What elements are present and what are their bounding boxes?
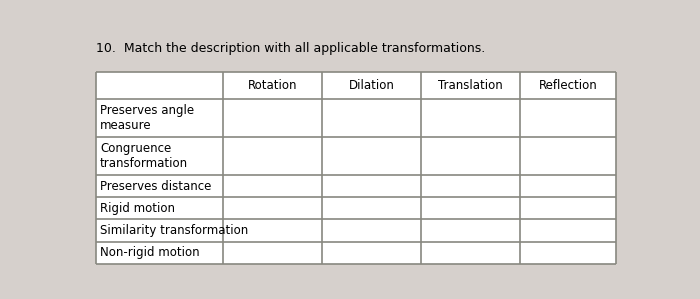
Text: Translation: Translation bbox=[438, 79, 503, 92]
Text: Congruence
transformation: Congruence transformation bbox=[100, 142, 188, 170]
Text: 10.  Match the description with all applicable transformations.: 10. Match the description with all appli… bbox=[96, 42, 485, 55]
Text: Dilation: Dilation bbox=[349, 79, 395, 92]
Text: Preserves angle
measure: Preserves angle measure bbox=[100, 104, 194, 132]
Text: Rotation: Rotation bbox=[248, 79, 298, 92]
Text: Preserves distance: Preserves distance bbox=[100, 180, 211, 193]
Text: Rigid motion: Rigid motion bbox=[100, 202, 175, 215]
Text: Reflection: Reflection bbox=[539, 79, 598, 92]
Text: Non-rigid motion: Non-rigid motion bbox=[100, 246, 200, 259]
Bar bbox=[96, 71, 617, 264]
Text: Similarity transformation: Similarity transformation bbox=[100, 224, 248, 237]
